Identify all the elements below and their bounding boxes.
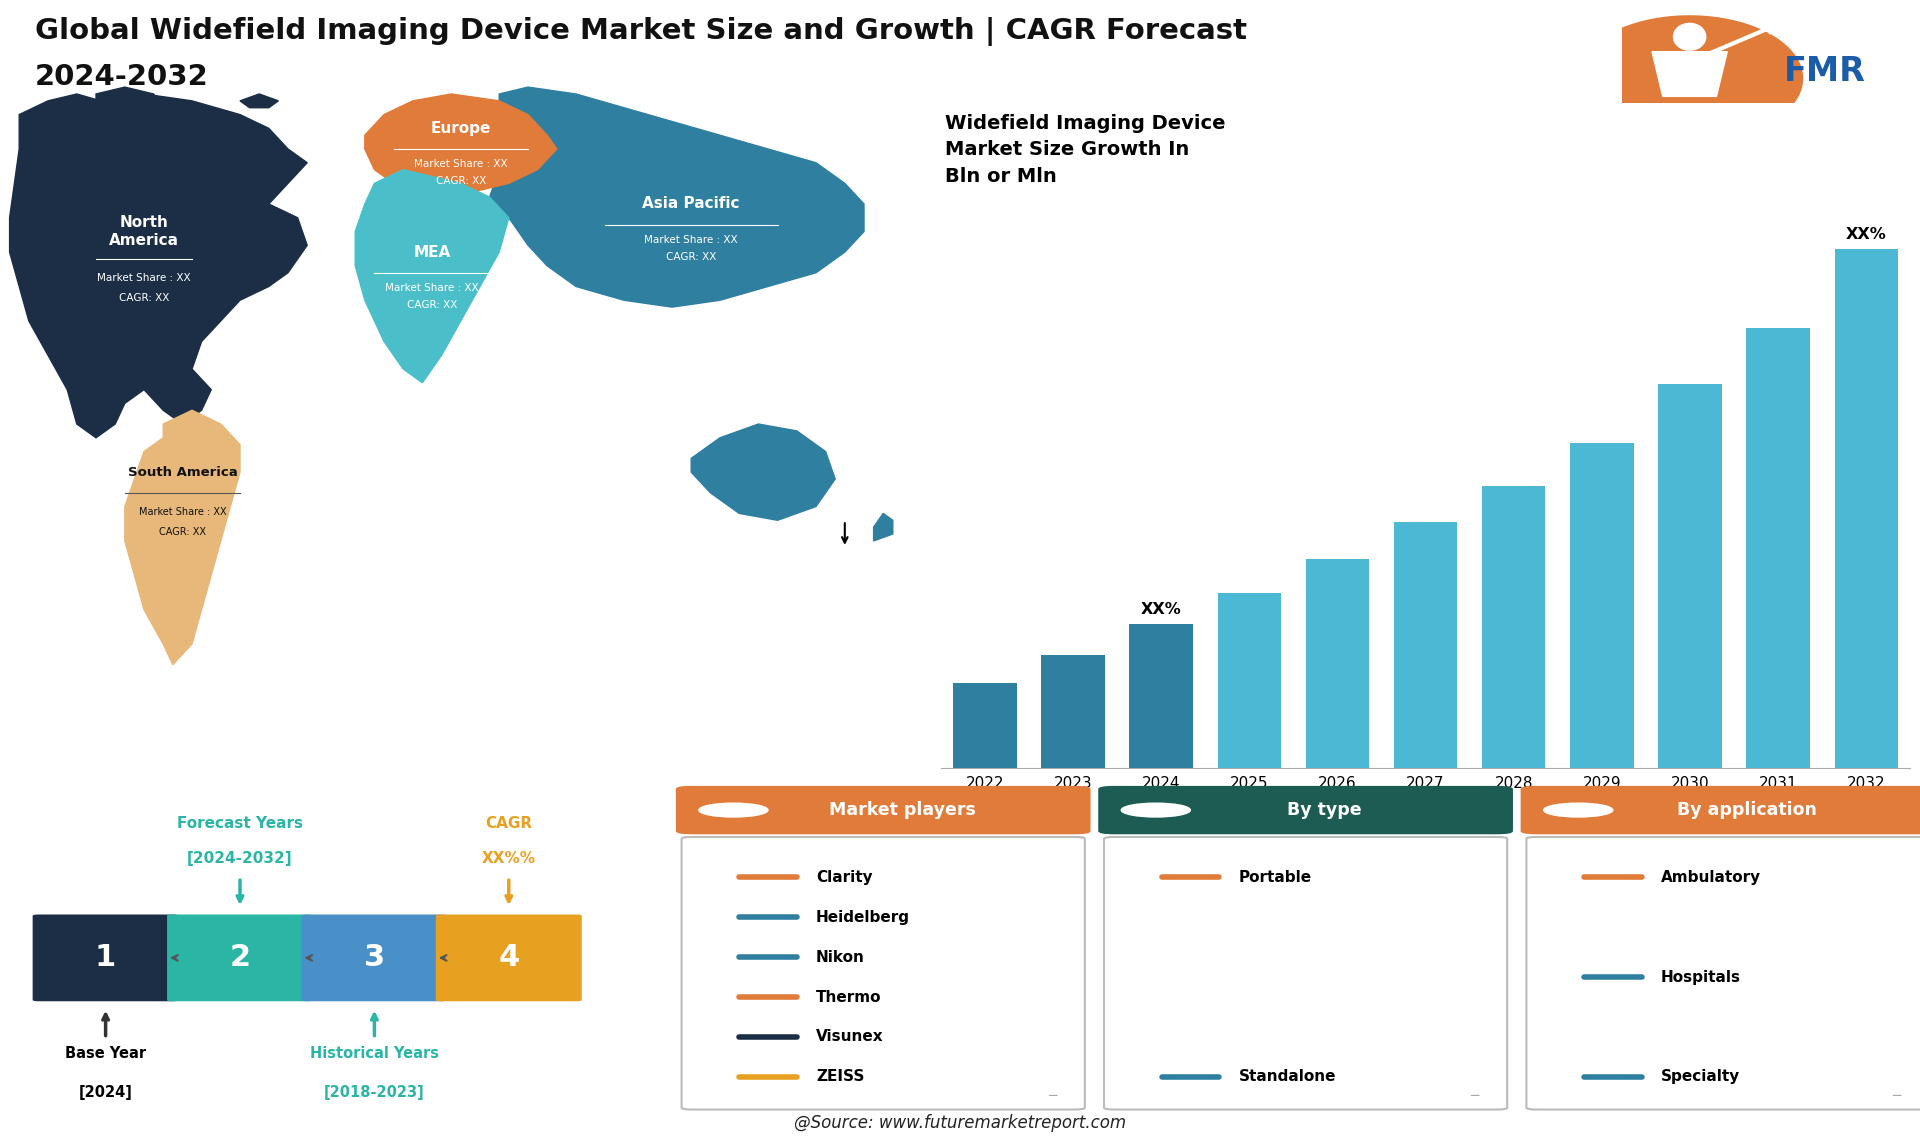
Text: North
America: North America — [109, 214, 179, 249]
Polygon shape — [96, 87, 163, 115]
Text: Historical Years: Historical Years — [309, 1046, 440, 1061]
Text: Market Share : XX: Market Share : XX — [98, 273, 190, 283]
Text: Asia Pacific: Asia Pacific — [643, 196, 739, 212]
Text: Clarity: Clarity — [816, 870, 872, 885]
Text: CAGR: XX: CAGR: XX — [407, 300, 457, 311]
Polygon shape — [1651, 52, 1728, 96]
Text: Market Share : XX: Market Share : XX — [415, 159, 507, 170]
Polygon shape — [490, 87, 864, 307]
Text: Base Year: Base Year — [65, 1046, 146, 1061]
Text: Visunex: Visunex — [816, 1029, 883, 1044]
FancyBboxPatch shape — [676, 786, 1091, 834]
Text: By type: By type — [1288, 801, 1361, 819]
Bar — [1394, 523, 1457, 768]
Polygon shape — [874, 513, 893, 541]
Polygon shape — [355, 170, 509, 383]
FancyBboxPatch shape — [33, 915, 179, 1002]
Text: [2018-2023]: [2018-2023] — [324, 1084, 424, 1099]
Text: ─: ─ — [1471, 1089, 1478, 1102]
Text: FMR: FMR — [1784, 55, 1866, 87]
Polygon shape — [10, 94, 307, 438]
FancyBboxPatch shape — [1521, 786, 1920, 834]
Text: FUTURE MARKET REPORT: FUTURE MARKET REPORT — [1784, 111, 1897, 120]
Text: @Source: www.futuremarketreport.com: @Source: www.futuremarketreport.com — [795, 1114, 1125, 1132]
Text: Market players: Market players — [829, 801, 975, 819]
Text: CAGR: XX: CAGR: XX — [436, 176, 486, 187]
Text: Thermo: Thermo — [816, 989, 881, 1005]
Text: Widefield Imaging Device
Market Size Growth In
Bln or Mln: Widefield Imaging Device Market Size Gro… — [945, 113, 1225, 186]
Bar — [1129, 623, 1192, 768]
FancyBboxPatch shape — [1526, 837, 1920, 1109]
Bar — [1659, 384, 1722, 768]
Text: ZEISS: ZEISS — [816, 1069, 864, 1084]
Text: XX%: XX% — [1140, 602, 1181, 617]
Circle shape — [1121, 803, 1190, 817]
Bar — [1306, 559, 1369, 768]
Text: 1: 1 — [94, 943, 117, 973]
Text: XX%%: XX%% — [482, 850, 536, 865]
Text: ─: ─ — [1893, 1089, 1901, 1102]
Text: Ambulatory: Ambulatory — [1661, 870, 1761, 885]
Text: Heidelberg: Heidelberg — [816, 910, 910, 925]
Text: Market Share : XX: Market Share : XX — [138, 507, 227, 517]
Text: Standalone: Standalone — [1238, 1069, 1336, 1084]
Text: South America: South America — [127, 465, 238, 479]
Bar — [1482, 486, 1546, 768]
Text: Market Share : XX: Market Share : XX — [645, 235, 737, 245]
FancyBboxPatch shape — [301, 915, 447, 1002]
Text: Portable: Portable — [1238, 870, 1311, 885]
FancyBboxPatch shape — [1098, 786, 1513, 834]
Circle shape — [699, 803, 768, 817]
Text: CAGR: XX: CAGR: XX — [666, 252, 716, 262]
Bar — [1836, 249, 1899, 768]
Text: ─: ─ — [1048, 1089, 1056, 1102]
Text: CAGR: XX: CAGR: XX — [119, 293, 169, 304]
Text: Europe: Europe — [430, 120, 492, 136]
Polygon shape — [125, 410, 240, 665]
Text: CAGR: CAGR — [486, 816, 532, 831]
Circle shape — [1544, 803, 1613, 817]
Text: Global Widefield Imaging Device Market Size and Growth | CAGR Forecast: Global Widefield Imaging Device Market S… — [35, 17, 1246, 46]
Text: 4: 4 — [497, 943, 520, 973]
Text: By application: By application — [1678, 801, 1816, 819]
Text: Nikon: Nikon — [816, 950, 864, 965]
Bar — [1217, 592, 1281, 768]
Text: Forecast Years: Forecast Years — [177, 816, 303, 831]
Bar — [1747, 328, 1811, 768]
Polygon shape — [240, 94, 278, 108]
FancyBboxPatch shape — [167, 915, 313, 1002]
Bar — [1041, 654, 1104, 768]
Text: 2024-2032: 2024-2032 — [35, 63, 207, 91]
Text: 3: 3 — [363, 943, 386, 973]
Polygon shape — [691, 424, 835, 520]
Text: 2: 2 — [228, 943, 252, 973]
Text: CAGR: XX: CAGR: XX — [159, 527, 205, 537]
Polygon shape — [1576, 16, 1803, 141]
FancyBboxPatch shape — [682, 837, 1085, 1109]
Text: XX%: XX% — [1845, 227, 1887, 242]
Bar — [952, 683, 1016, 768]
Polygon shape — [365, 94, 557, 197]
Bar — [1571, 444, 1634, 768]
FancyBboxPatch shape — [436, 915, 582, 1002]
Text: Hospitals: Hospitals — [1661, 970, 1741, 984]
Text: Specialty: Specialty — [1661, 1069, 1740, 1084]
FancyBboxPatch shape — [1104, 837, 1507, 1109]
Text: Market Share : XX: Market Share : XX — [386, 283, 478, 293]
Polygon shape — [1674, 23, 1705, 50]
Text: MEA: MEA — [413, 244, 451, 260]
Text: [2024]: [2024] — [79, 1084, 132, 1099]
Text: [2024-2032]: [2024-2032] — [186, 850, 294, 865]
